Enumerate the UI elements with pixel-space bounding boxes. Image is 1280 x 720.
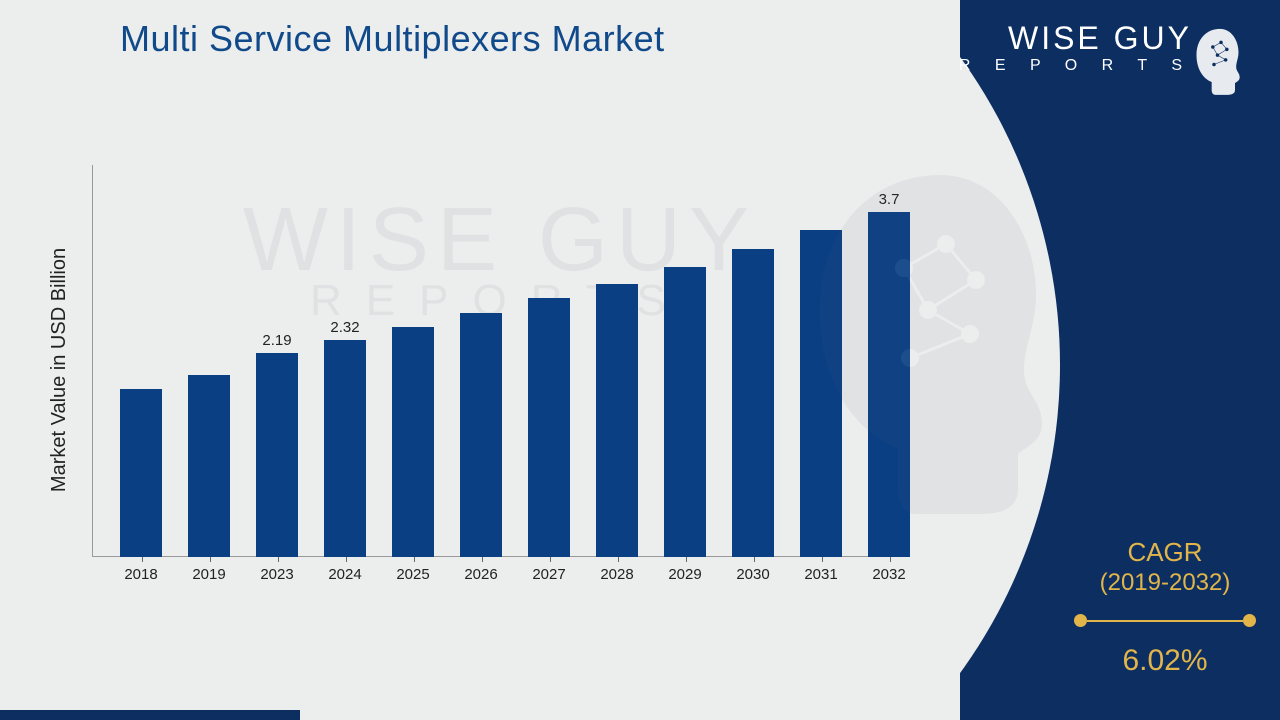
bar — [392, 327, 434, 557]
bar — [528, 298, 570, 557]
bar — [732, 249, 774, 557]
bar-value-label: 2.19 — [247, 332, 307, 349]
divider-dot-left — [1074, 614, 1087, 627]
logo-main-text: WISE GUY — [959, 22, 1192, 54]
x-category-label: 2025 — [396, 566, 429, 583]
bar — [324, 340, 366, 557]
bar — [868, 212, 910, 557]
divider-segment — [1087, 620, 1243, 622]
bottom-accent-bar — [0, 710, 300, 720]
cagr-range: (2019-2032) — [1050, 568, 1280, 598]
stage: WISE GUY REPORTS Multi Service Multiplex… — [0, 0, 1280, 720]
x-category-label: 2028 — [600, 566, 633, 583]
bar — [596, 284, 638, 557]
bar — [120, 389, 162, 557]
y-axis-label: Market Value in USD Billion — [48, 170, 71, 570]
x-category-label: 2030 — [736, 566, 769, 583]
brand-logo: WISE GUY R E P O R T S — [959, 22, 1250, 77]
logo-sub-text: R E P O R T S — [959, 56, 1192, 77]
x-category-label: 2023 — [260, 566, 293, 583]
x-category-label: 2027 — [532, 566, 565, 583]
x-category-label: 2026 — [464, 566, 497, 583]
x-category-label: 2019 — [192, 566, 225, 583]
x-category-label: 2032 — [872, 566, 905, 583]
bar — [800, 230, 842, 557]
cagr-value: 6.02% — [1050, 644, 1280, 678]
chart-title: Multi Service Multiplexers Market — [120, 18, 665, 60]
bar-value-label: 2.32 — [315, 319, 375, 336]
cagr-block: CAGR (2019-2032) 6.02% — [1050, 537, 1280, 678]
cagr-divider — [1050, 612, 1280, 630]
divider-dot-right — [1243, 614, 1256, 627]
x-category-label: 2031 — [804, 566, 837, 583]
cagr-title: CAGR — [1050, 537, 1280, 568]
x-category-label: 2029 — [668, 566, 701, 583]
x-category-label: 2024 — [328, 566, 361, 583]
bar-chart: 2018 2019 2023 2024 2025 2026 2027 2028 2029 2030… — [70, 165, 910, 585]
bar — [188, 375, 230, 557]
bar — [460, 313, 502, 557]
bar-value-label: 3.7 — [859, 191, 919, 208]
x-category-label: 2018 — [124, 566, 157, 583]
bar — [664, 267, 706, 557]
bar — [256, 353, 298, 557]
